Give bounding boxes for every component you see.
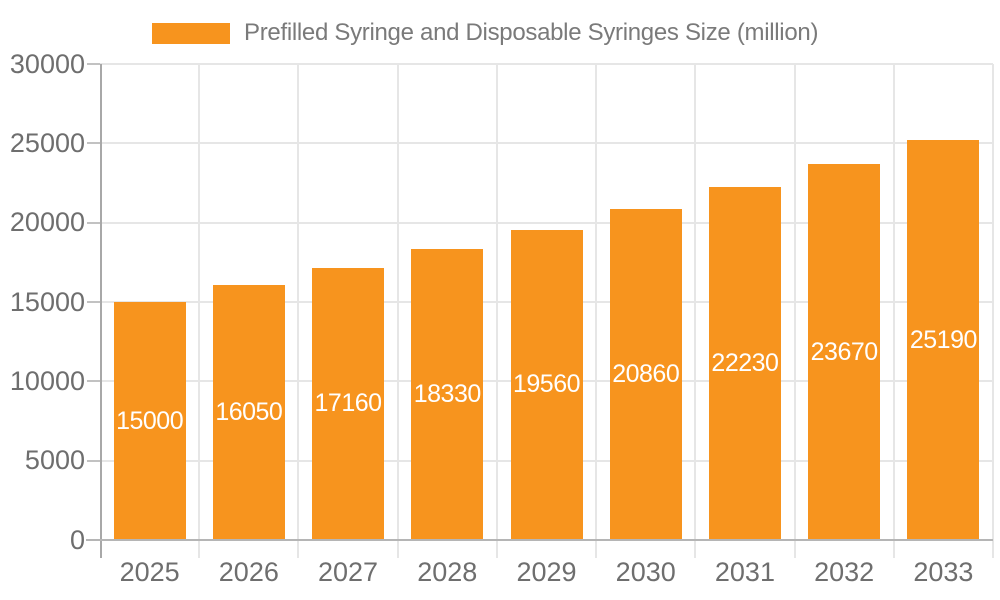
chart-legend: Prefilled Syringe and Disposable Syringe… (152, 18, 818, 48)
x-gridline (198, 64, 201, 558)
y-tick (87, 380, 100, 383)
bar: 16050 (212, 285, 285, 540)
legend-swatch (152, 22, 230, 44)
bar-value-label: 17160 (314, 389, 383, 418)
x-tick-label: 2029 (516, 557, 577, 587)
bar: 18330 (411, 249, 484, 540)
x-tick-label: 2025 (119, 557, 180, 587)
bar: 25190 (907, 140, 980, 540)
x-gridline (892, 64, 895, 558)
x-tick-label: 2033 (913, 557, 974, 587)
bar: 20860 (609, 209, 682, 540)
y-tick-label: 25000 (9, 127, 85, 158)
bar-value-label: 18330 (413, 380, 482, 409)
x-gridline (396, 64, 399, 558)
bar: 17160 (312, 267, 385, 540)
y-tick (87, 459, 100, 462)
bar-value-label: 16050 (215, 398, 283, 427)
x-gridline (495, 64, 498, 558)
bar-value-label: 15000 (116, 406, 184, 435)
y-tick (87, 221, 100, 224)
x-tick-label: 2027 (318, 557, 379, 587)
y-tick-label: 15000 (9, 286, 85, 317)
y-gridline (100, 221, 993, 224)
bar-value-label: 20860 (612, 360, 680, 388)
y-tick (87, 142, 100, 145)
bar: 15000 (113, 302, 186, 540)
y-gridline (100, 63, 993, 65)
y-tick (87, 301, 100, 303)
y-tick-label: 20000 (9, 207, 85, 238)
y-tick-label: 10000 (9, 365, 85, 396)
bar-value-label: 19560 (512, 370, 581, 399)
bar-value-label: 23670 (810, 337, 879, 366)
y-gridline (100, 142, 993, 145)
bar: 19560 (510, 229, 583, 540)
x-gridline (992, 64, 994, 558)
bar: 22230 (708, 187, 781, 540)
y-tick-label: 0 (69, 524, 85, 555)
y-tick-label: 30000 (9, 48, 85, 79)
x-gridline (793, 64, 796, 558)
x-tick-label: 2028 (417, 557, 478, 587)
x-gridline (694, 64, 697, 558)
legend-label: Prefilled Syringe and Disposable Syringe… (244, 19, 819, 46)
x-tick-label: 2026 (218, 557, 279, 587)
x-tick-label: 2030 (615, 557, 676, 587)
bar: 23670 (808, 164, 881, 540)
y-axis-line (100, 64, 102, 558)
bar-value-label: 22230 (711, 349, 779, 378)
bar-value-label: 25190 (909, 325, 978, 354)
x-tick-label: 2032 (814, 557, 875, 587)
x-axis-line (86, 539, 993, 541)
x-gridline (297, 64, 300, 558)
x-tick-label: 2031 (714, 557, 775, 587)
y-tick (87, 63, 100, 65)
y-tick-label: 5000 (24, 445, 85, 476)
x-gridline (595, 64, 598, 558)
